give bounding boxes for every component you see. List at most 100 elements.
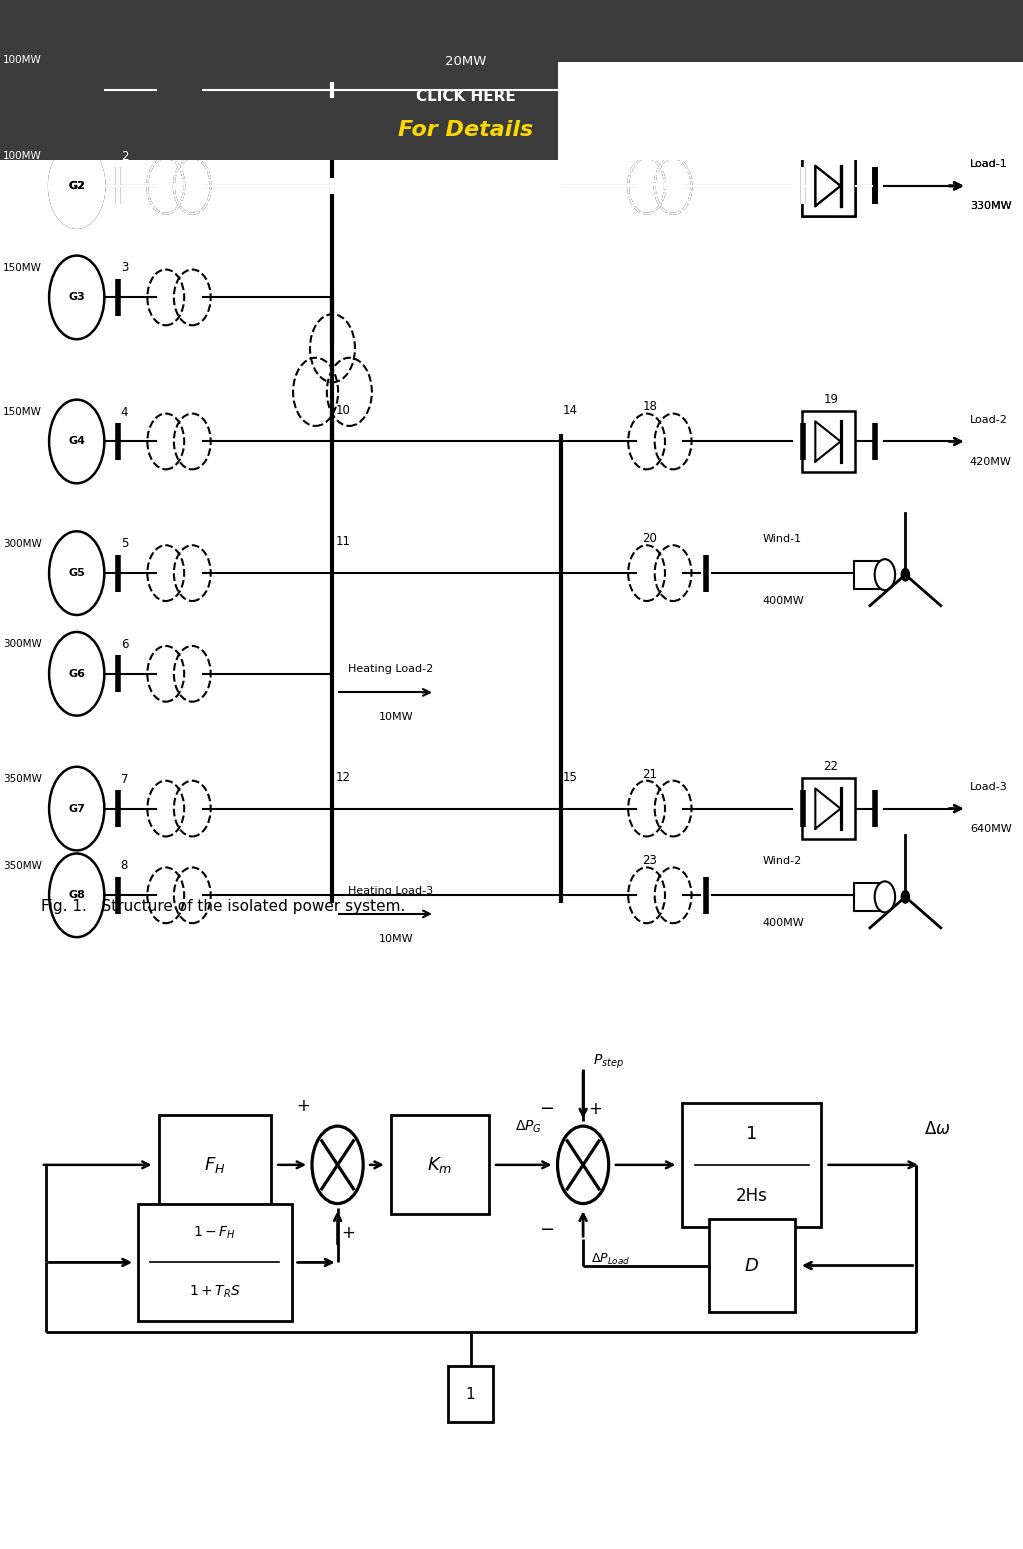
Text: 7: 7 [121, 773, 128, 785]
Circle shape [49, 48, 104, 132]
Text: 100MW: 100MW [3, 56, 42, 65]
Text: 21: 21 [642, 768, 658, 781]
Text: Fig. 1.   Structure of the isolated power system.: Fig. 1. Structure of the isolated power … [41, 898, 405, 914]
Text: $D$: $D$ [745, 1256, 759, 1275]
Text: 8: 8 [121, 860, 128, 872]
Text: 400MW: 400MW [762, 919, 804, 928]
Text: 640MW: 640MW [970, 824, 1012, 833]
Circle shape [49, 48, 104, 132]
Text: G2: G2 [69, 181, 85, 191]
Text: G4: G4 [69, 437, 85, 446]
Text: 16: 16 [644, 138, 660, 150]
Text: 10: 10 [336, 404, 351, 417]
Bar [802, 155, 855, 215]
Text: 100MW: 100MW [3, 152, 42, 161]
Text: 6: 6 [121, 638, 128, 651]
Circle shape [49, 632, 104, 716]
Bar [709, 1219, 795, 1312]
Text: 11: 11 [336, 536, 351, 548]
Circle shape [901, 568, 909, 581]
Text: Load-1: Load-1 [970, 160, 1008, 169]
Text: 400MW: 400MW [762, 596, 804, 606]
Text: Wind-2: Wind-2 [762, 857, 801, 866]
Text: Load-3: Load-3 [970, 782, 1008, 792]
Text: $1+T_R S$: $1+T_R S$ [189, 1284, 240, 1300]
Bar [682, 1103, 821, 1227]
Text: +: + [588, 1100, 603, 1118]
Bar [802, 410, 855, 471]
Text: $\Delta P_G$: $\Delta P_G$ [515, 1118, 542, 1135]
Text: −: − [539, 1221, 554, 1239]
Text: $K_m$: $K_m$ [428, 1156, 452, 1174]
Bar [854, 561, 885, 589]
Bar [138, 1204, 292, 1321]
Bar [0, 0, 1023, 160]
Text: 2Hs: 2Hs [736, 1187, 768, 1205]
Text: G5: G5 [69, 568, 85, 578]
Text: $P_{step}$: $P_{step}$ [593, 1052, 624, 1070]
Text: 5: 5 [121, 538, 128, 550]
Text: 350MW: 350MW [3, 774, 42, 784]
Text: 150MW: 150MW [3, 407, 42, 417]
Text: $1-F_H$: $1-F_H$ [193, 1225, 236, 1241]
Text: 12: 12 [336, 771, 351, 784]
Bar [159, 1115, 271, 1214]
Text: G7: G7 [69, 804, 85, 813]
Text: 3: 3 [121, 262, 128, 274]
Text: 1: 1 [746, 1125, 758, 1143]
Text: 300MW: 300MW [3, 539, 42, 548]
Text: 23: 23 [642, 855, 658, 867]
Text: 2: 2 [121, 150, 128, 163]
Bar [802, 155, 855, 215]
Text: 4: 4 [121, 406, 128, 418]
Bar [854, 883, 885, 911]
Text: G6: G6 [69, 669, 85, 678]
Circle shape [49, 144, 104, 228]
Text: −: − [539, 1100, 554, 1118]
Text: 300MW: 300MW [3, 640, 42, 649]
Circle shape [49, 767, 104, 850]
Text: G1: G1 [69, 85, 85, 94]
Circle shape [901, 891, 909, 903]
Text: 10MW: 10MW [379, 934, 413, 943]
Text: 100MW: 100MW [3, 152, 42, 161]
Text: $\Delta\omega$: $\Delta\omega$ [924, 1120, 950, 1139]
Text: 420MW: 420MW [970, 457, 1012, 466]
Text: 100MW: 100MW [3, 56, 42, 65]
Text: 17: 17 [824, 138, 839, 150]
Text: 14: 14 [563, 404, 578, 417]
Text: 330MW: 330MW [970, 201, 1012, 211]
Circle shape [875, 559, 895, 590]
Text: 22: 22 [824, 761, 839, 773]
Text: G1: G1 [69, 85, 85, 94]
Text: G3: G3 [69, 293, 85, 302]
Text: +: + [342, 1224, 356, 1242]
Bar [558, 62, 1023, 160]
Text: CLICK HERE: CLICK HERE [415, 88, 516, 104]
Text: 1: 1 [465, 1386, 476, 1402]
Text: For Details: For Details [398, 121, 533, 141]
Circle shape [49, 853, 104, 937]
Text: +: + [297, 1097, 311, 1115]
Text: 20: 20 [642, 533, 658, 545]
Circle shape [49, 531, 104, 615]
Text: G2: G2 [69, 181, 85, 191]
Bar [391, 1115, 489, 1214]
Text: 19: 19 [824, 393, 839, 406]
Text: Load-2: Load-2 [970, 415, 1008, 424]
Bar [802, 779, 855, 840]
Text: 150MW: 150MW [3, 263, 42, 273]
Text: 330MW: 330MW [970, 201, 1012, 211]
Text: 2: 2 [121, 150, 128, 163]
Text: Heating Load-3: Heating Load-3 [348, 886, 433, 895]
Text: $\Delta P_{Load}$: $\Delta P_{Load}$ [591, 1252, 630, 1267]
Circle shape [875, 881, 895, 912]
Text: 17: 17 [824, 138, 839, 150]
Text: $F_H$: $F_H$ [204, 1156, 226, 1174]
Text: Wind-1: Wind-1 [762, 534, 801, 544]
Bar [448, 1366, 493, 1422]
Text: 10MW: 10MW [379, 713, 413, 722]
Circle shape [49, 144, 104, 228]
Text: 16: 16 [642, 146, 658, 158]
Text: Heating Load-2: Heating Load-2 [348, 665, 433, 674]
